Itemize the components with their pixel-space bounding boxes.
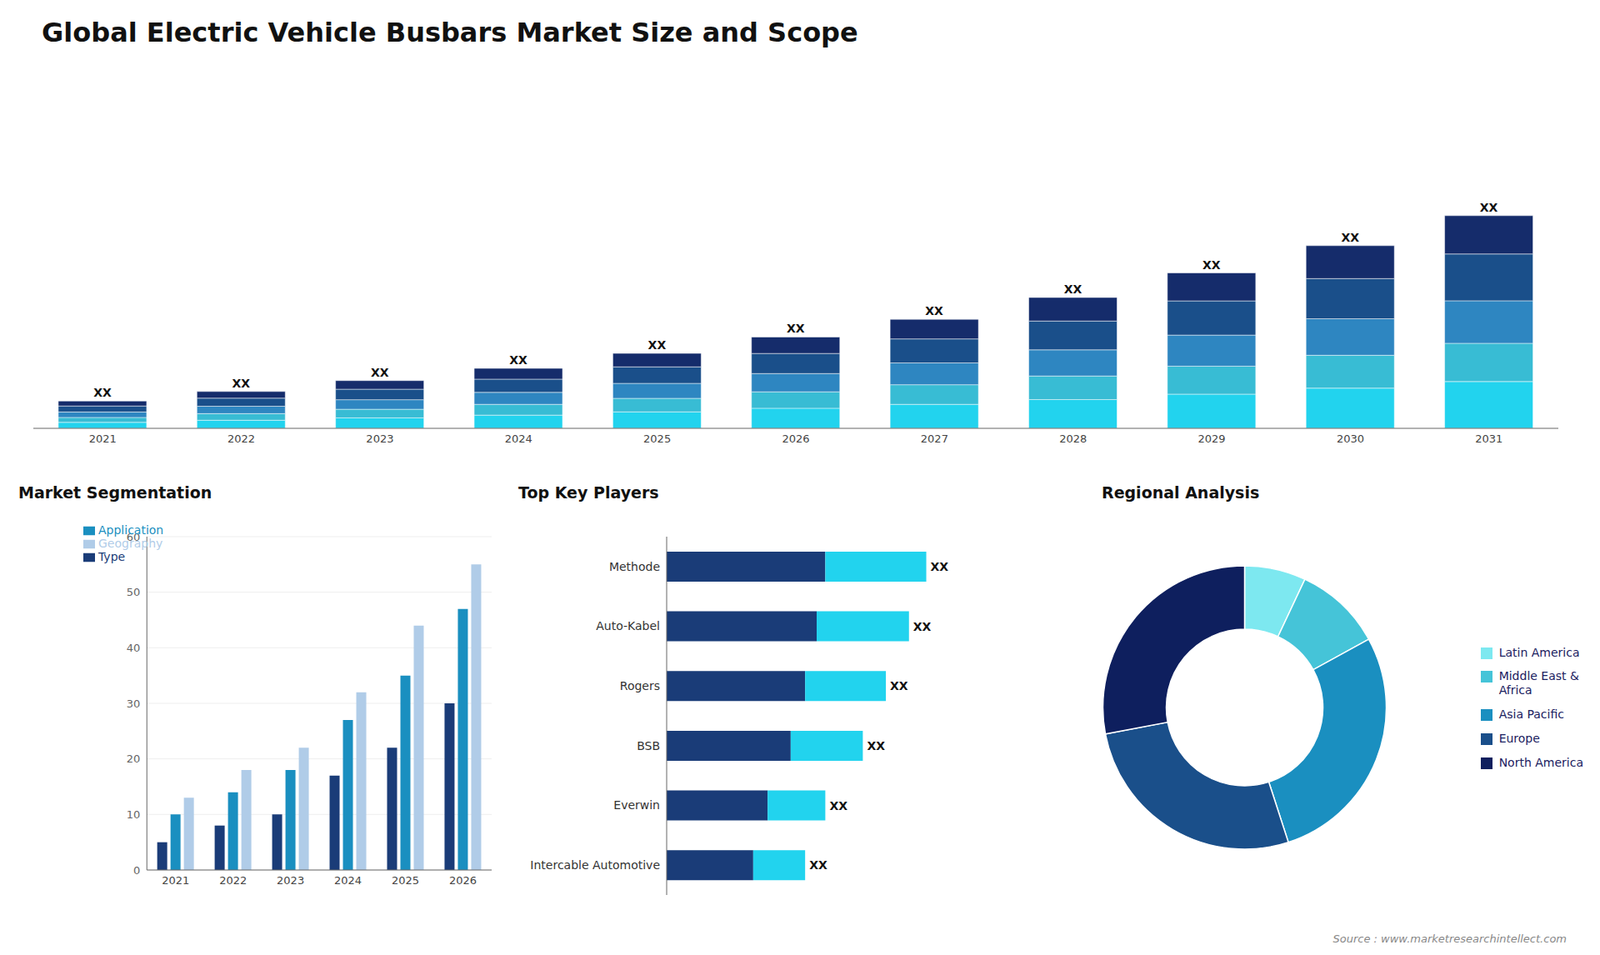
svg-text:XX: XX bbox=[930, 560, 950, 574]
svg-text:2024: 2024 bbox=[334, 874, 362, 887]
svg-text:50: 50 bbox=[126, 585, 141, 599]
svg-text:XX: XX bbox=[1340, 230, 1360, 245]
svg-text:XX: XX bbox=[890, 679, 909, 693]
svg-text:2022: 2022 bbox=[227, 432, 255, 445]
svg-text:30: 30 bbox=[126, 697, 141, 710]
svg-text:2025: 2025 bbox=[643, 432, 671, 445]
svg-text:2028: 2028 bbox=[1059, 432, 1087, 445]
svg-text:2025: 2025 bbox=[391, 874, 420, 887]
svg-text:XX: XX bbox=[370, 365, 390, 380]
svg-text:2023: 2023 bbox=[365, 432, 394, 445]
svg-text:40: 40 bbox=[126, 641, 141, 655]
svg-text:2031: 2031 bbox=[1475, 432, 1503, 445]
svg-text:XX: XX bbox=[648, 338, 667, 352]
svg-text:2026: 2026 bbox=[449, 874, 477, 887]
svg-text:XX: XX bbox=[829, 799, 848, 813]
svg-text:XX: XX bbox=[93, 385, 112, 400]
svg-text:XX: XX bbox=[809, 858, 828, 872]
svg-text:2027: 2027 bbox=[920, 432, 949, 445]
svg-text:2022: 2022 bbox=[219, 874, 247, 887]
svg-text:10: 10 bbox=[126, 808, 141, 821]
svg-text:XX: XX bbox=[925, 304, 944, 318]
svg-text:Everwin: Everwin bbox=[613, 798, 660, 812]
svg-text:2030: 2030 bbox=[1336, 432, 1365, 445]
svg-text:XX: XX bbox=[1064, 282, 1083, 296]
svg-text:BSB: BSB bbox=[636, 739, 660, 753]
svg-text:2021: 2021 bbox=[161, 874, 190, 887]
svg-text:Auto-Kabel: Auto-Kabel bbox=[595, 619, 660, 633]
svg-text:XX: XX bbox=[866, 739, 885, 753]
svg-text:2029: 2029 bbox=[1198, 432, 1226, 445]
svg-text:XX: XX bbox=[509, 353, 528, 367]
svg-text:Methode: Methode bbox=[609, 560, 660, 574]
svg-text:2021: 2021 bbox=[89, 432, 117, 445]
svg-text:XX: XX bbox=[1480, 200, 1499, 215]
svg-text:Intercable Automotive: Intercable Automotive bbox=[530, 858, 660, 872]
svg-text:2026: 2026 bbox=[781, 432, 810, 445]
svg-text:XX: XX bbox=[913, 620, 932, 634]
svg-text:20: 20 bbox=[126, 752, 141, 765]
svg-text:XX: XX bbox=[1202, 258, 1221, 272]
svg-text:XX: XX bbox=[232, 376, 251, 390]
svg-text:XX: XX bbox=[786, 321, 805, 335]
svg-text:Rogers: Rogers bbox=[620, 679, 660, 693]
svg-text:60: 60 bbox=[126, 530, 141, 544]
svg-text:2024: 2024 bbox=[505, 432, 533, 445]
svg-text:0: 0 bbox=[133, 864, 140, 877]
svg-text:2023: 2023 bbox=[276, 874, 305, 887]
